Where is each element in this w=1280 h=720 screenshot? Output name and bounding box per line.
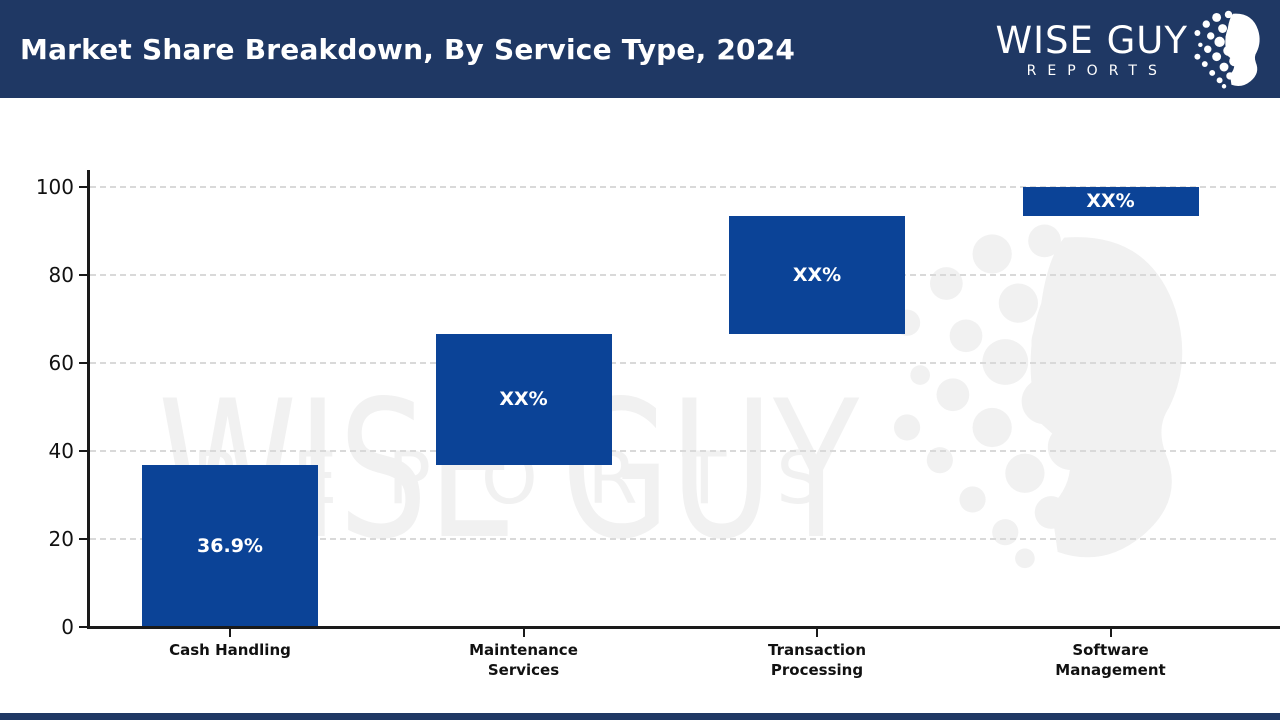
y-tick-label: 40 xyxy=(48,439,74,463)
x-tick-label-line: Services xyxy=(487,661,560,679)
x-tick-label-line: Software xyxy=(1072,641,1149,659)
bar-segment: XX% xyxy=(1022,187,1199,216)
grid-line xyxy=(90,274,1278,276)
grid-line xyxy=(90,186,1278,188)
x-tick-label-line: Maintenance xyxy=(469,641,578,659)
logo-wordmark: WISE GUY xyxy=(995,18,1188,62)
y-tick-label: 60 xyxy=(48,351,74,375)
bar-value-label: XX% xyxy=(792,263,842,286)
chart-plot-area: 0 20 40 60 80 100 36.9% Cash Handling XX% Mainten… xyxy=(0,98,1280,720)
x-tick-label-line: Management xyxy=(1055,661,1166,679)
y-tick-mark xyxy=(79,362,87,364)
x-tick-mark xyxy=(229,629,231,637)
x-tick-label-line: Processing xyxy=(770,661,864,679)
y-tick-label: 0 xyxy=(61,615,74,639)
logo-text: WISE GUY REPORTS xyxy=(995,18,1188,80)
x-axis-line xyxy=(87,626,1280,629)
bar-segment: 36.9% xyxy=(142,464,318,627)
bar-segment: XX% xyxy=(729,215,905,334)
x-tick-label-line: Transaction xyxy=(767,641,867,659)
page-title: Market Share Breakdown, By Service Type,… xyxy=(20,32,796,66)
grid-line xyxy=(90,362,1278,364)
x-tick-mark xyxy=(816,629,818,637)
logo-subtitle: REPORTS xyxy=(1026,62,1168,79)
x-tick-label: Software Management xyxy=(981,640,1241,680)
x-tick-label-line: Cash Handling xyxy=(169,641,291,659)
x-tick-mark xyxy=(1109,629,1112,637)
bar-value-label: 36.9% xyxy=(197,534,263,557)
y-tick-mark xyxy=(79,626,87,628)
y-tick-label: 80 xyxy=(48,263,74,287)
y-tick-label: 20 xyxy=(48,527,74,551)
x-tick-label: Cash Handling xyxy=(100,640,360,660)
y-tick-mark xyxy=(79,450,87,452)
x-tick-mark xyxy=(522,629,525,637)
bar-value-label: XX% xyxy=(499,388,548,411)
wise-guy-reports-logo: WISE GUY REPORTS xyxy=(996,6,1264,94)
y-tick-mark xyxy=(79,274,87,276)
bar-value-label: XX% xyxy=(1086,190,1135,213)
grid-line xyxy=(90,450,1278,452)
footer-band xyxy=(0,713,1280,720)
y-tick-mark xyxy=(79,186,87,188)
bar-segment: XX% xyxy=(435,333,612,465)
x-tick-label: Transaction Processing xyxy=(687,640,947,680)
x-tick-label: Maintenance Services xyxy=(394,640,654,680)
y-axis-line xyxy=(87,170,90,628)
header-band: Market Share Breakdown, By Service Type,… xyxy=(0,0,1280,98)
dotted-head-icon xyxy=(1194,10,1260,89)
y-tick-mark xyxy=(79,538,87,540)
grid-line xyxy=(90,538,1278,540)
y-tick-label: 100 xyxy=(35,175,74,199)
